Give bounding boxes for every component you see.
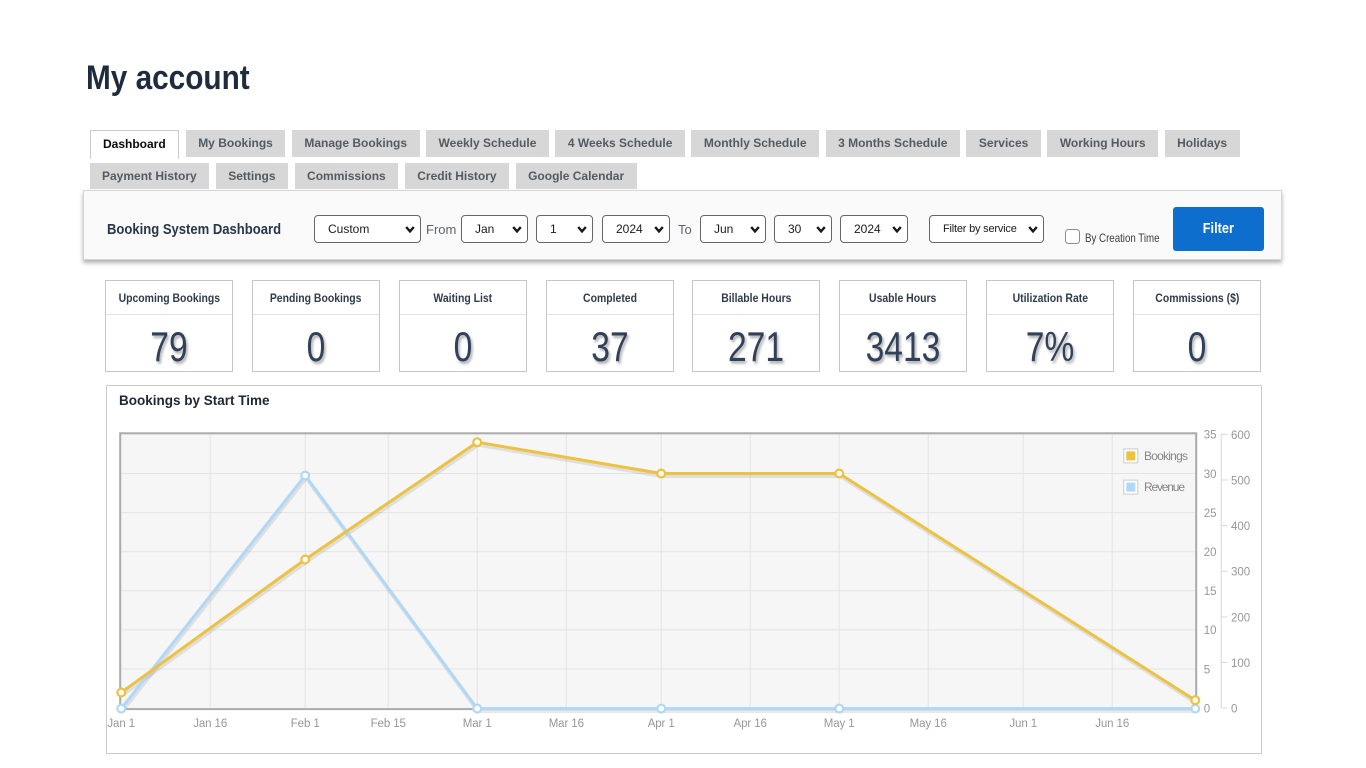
svg-text:Jun 16: Jun 16 xyxy=(1095,718,1129,730)
svg-text:Revenue: Revenue xyxy=(1144,480,1185,494)
svg-text:May 1: May 1 xyxy=(824,718,855,730)
svg-text:30: 30 xyxy=(1204,469,1217,481)
svg-text:Apr 1: Apr 1 xyxy=(648,718,675,730)
svg-text:Apr 16: Apr 16 xyxy=(734,718,767,730)
svg-text:0: 0 xyxy=(1231,704,1237,716)
svg-text:20: 20 xyxy=(1204,547,1217,559)
svg-text:Feb 1: Feb 1 xyxy=(291,718,320,730)
svg-text:200: 200 xyxy=(1231,612,1250,624)
svg-text:25: 25 xyxy=(1204,508,1217,520)
svg-text:Mar 16: Mar 16 xyxy=(549,718,584,730)
svg-text:0: 0 xyxy=(1204,703,1210,715)
svg-text:35: 35 xyxy=(1204,430,1217,442)
svg-text:Feb 15: Feb 15 xyxy=(371,718,406,730)
svg-text:Jan 1: Jan 1 xyxy=(107,718,135,730)
svg-text:May 16: May 16 xyxy=(910,718,947,730)
svg-text:600: 600 xyxy=(1231,430,1250,442)
svg-text:Bookings: Bookings xyxy=(1144,449,1188,463)
svg-text:10: 10 xyxy=(1204,625,1217,637)
svg-text:Mar 1: Mar 1 xyxy=(463,718,492,730)
svg-text:500: 500 xyxy=(1231,475,1250,487)
svg-text:400: 400 xyxy=(1231,521,1250,533)
svg-text:300: 300 xyxy=(1231,567,1250,579)
svg-text:Jan 16: Jan 16 xyxy=(193,718,227,730)
svg-text:5: 5 xyxy=(1204,664,1210,676)
svg-text:Jun 1: Jun 1 xyxy=(1009,718,1037,730)
svg-text:100: 100 xyxy=(1231,658,1250,670)
svg-text:15: 15 xyxy=(1204,586,1217,598)
